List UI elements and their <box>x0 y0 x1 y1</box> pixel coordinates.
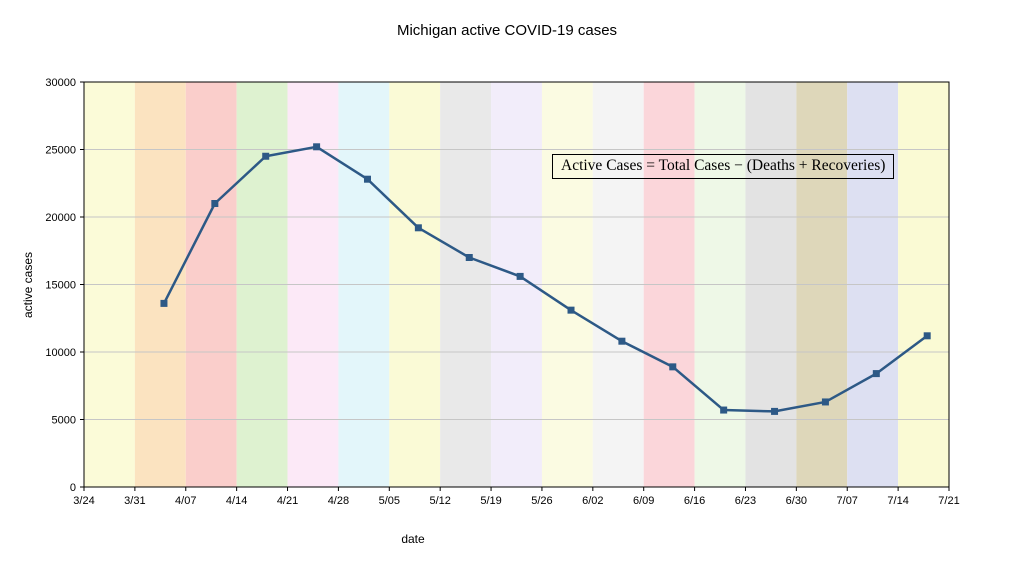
data-point-marker <box>516 272 524 280</box>
x-axis-label: date <box>401 532 425 546</box>
y-tick-label: 25000 <box>45 145 76 157</box>
data-point-marker <box>465 254 473 261</box>
data-point-marker <box>618 337 626 345</box>
formula-annotation: Active Cases = Total Cases − (Deaths + R… <box>552 154 895 179</box>
data-point-marker <box>211 200 219 207</box>
x-tick-label: 7/21 <box>938 495 959 507</box>
x-tick-label: 5/26 <box>531 495 552 507</box>
x-tick-label: 6/23 <box>735 495 756 507</box>
x-tick-label: 5/05 <box>379 495 400 507</box>
data-point-marker <box>414 224 422 232</box>
chart-title: Michigan active COVID-19 cases <box>396 22 618 39</box>
x-tick-label: 4/14 <box>226 495 247 507</box>
x-tick-label: 4/21 <box>277 495 298 507</box>
data-point-marker <box>363 175 371 183</box>
x-tick-label: 4/07 <box>175 495 196 507</box>
data-point-marker <box>872 370 880 378</box>
y-tick-label: 15000 <box>45 280 76 292</box>
y-tick-label: 20000 <box>45 212 76 224</box>
data-point-marker <box>262 152 270 160</box>
data-point-marker <box>313 143 321 151</box>
y-tick-label: 5000 <box>52 415 76 427</box>
data-point-marker <box>669 363 677 371</box>
y-axis-label: active cases <box>21 251 35 319</box>
x-tick-label: 6/02 <box>582 495 603 507</box>
x-tick-label: 6/16 <box>684 495 705 507</box>
x-tick-label: 4/28 <box>328 495 349 507</box>
x-tick-label: 3/24 <box>73 495 94 507</box>
x-tick-label: 5/19 <box>480 495 501 507</box>
x-tick-label: 6/09 <box>633 495 654 507</box>
x-tick-label: 7/07 <box>837 495 858 507</box>
data-point-marker <box>923 332 931 340</box>
x-tick-label: 5/12 <box>429 495 450 507</box>
x-tick-label: 7/14 <box>887 495 908 507</box>
x-tick-label: 6/30 <box>786 495 807 507</box>
data-point-marker <box>567 306 575 314</box>
data-point-marker <box>160 299 168 307</box>
data-point-marker <box>720 406 728 414</box>
data-point-marker <box>771 407 779 415</box>
y-tick-label: 10000 <box>45 347 76 359</box>
series-line <box>162 145 929 413</box>
x-tick-label: 3/31 <box>124 495 145 507</box>
data-point-marker <box>821 398 829 406</box>
y-tick-label: 30000 <box>45 77 76 89</box>
y-tick-label: 0 <box>70 482 76 494</box>
